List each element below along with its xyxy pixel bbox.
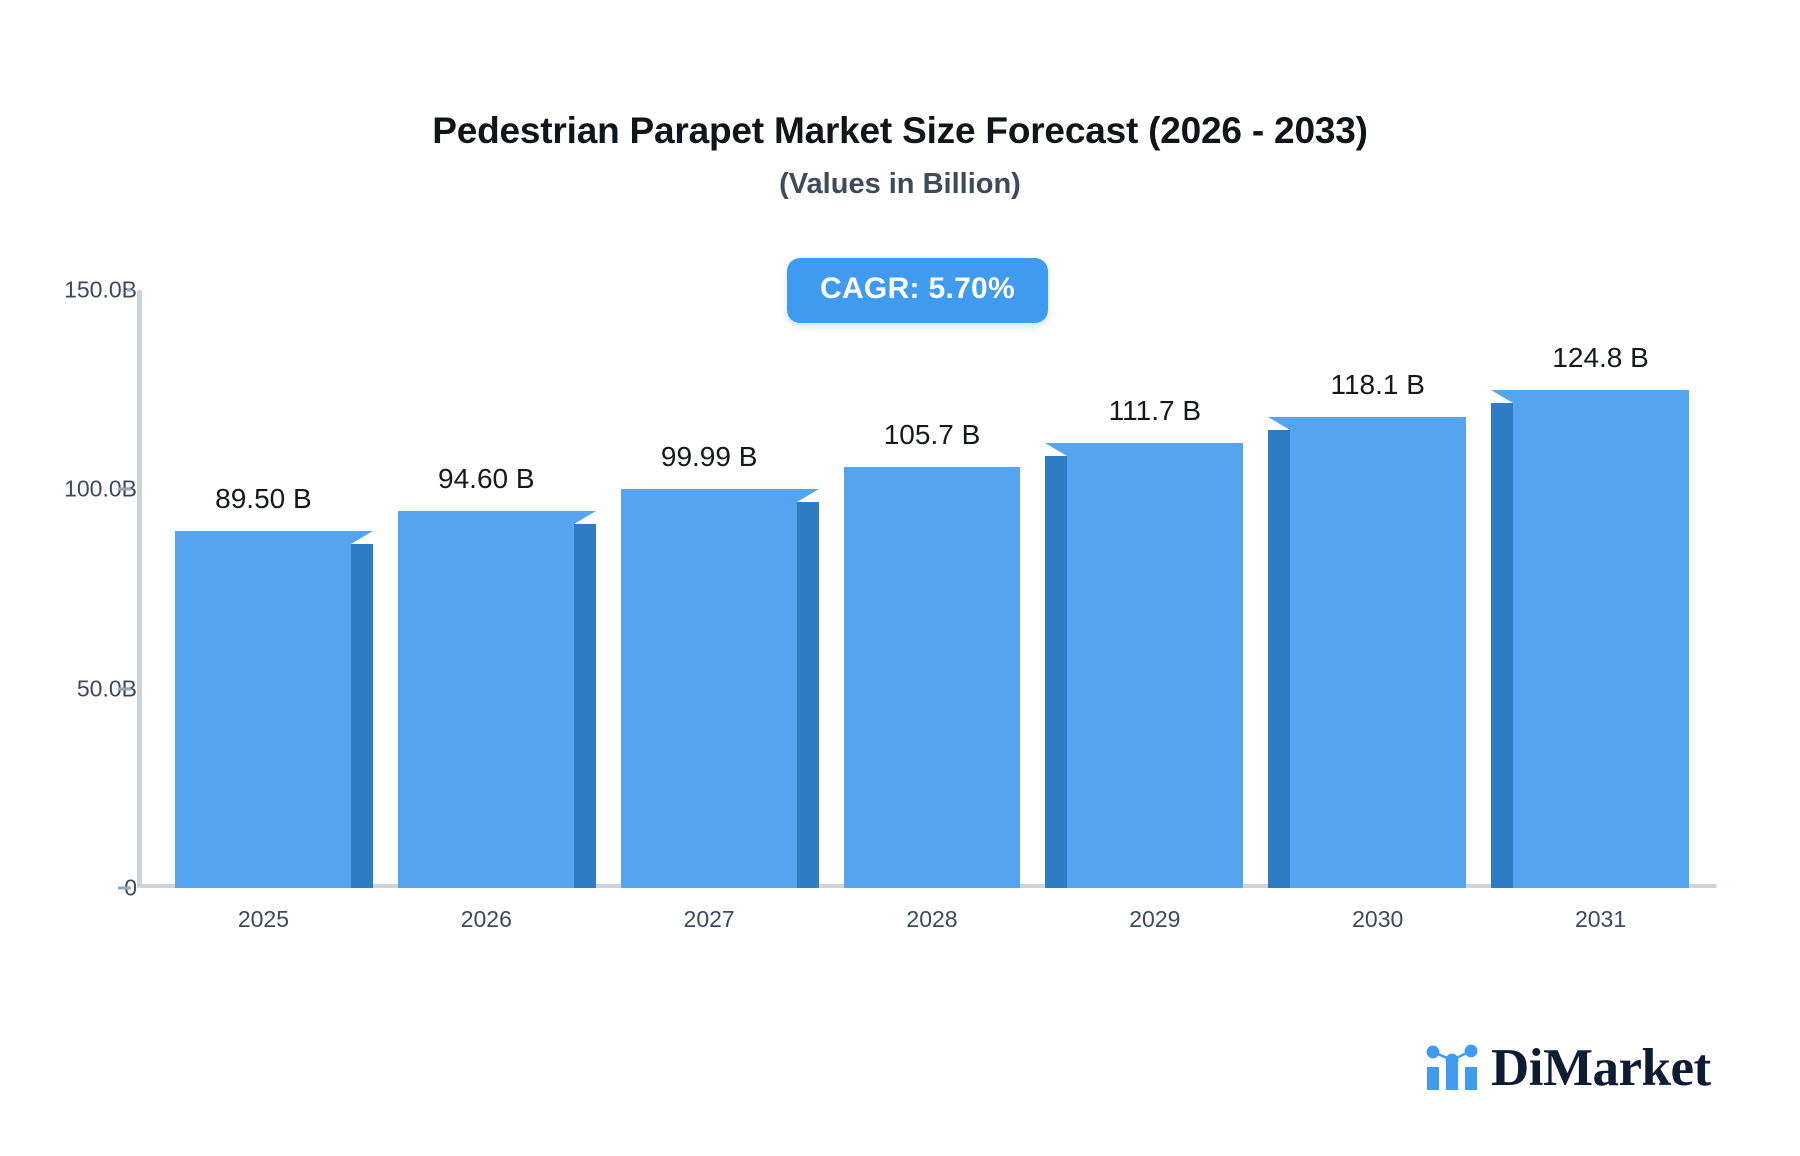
bar-side-face	[574, 523, 597, 888]
bar-value-label: 124.8 B	[1552, 342, 1649, 374]
bar-top-face	[1490, 390, 1513, 404]
y-axis-tick-mark	[127, 288, 131, 292]
bar-top-face	[1044, 442, 1067, 456]
bar-front-face	[621, 489, 798, 888]
bar-top-face	[351, 531, 374, 545]
bar-chart-logo-icon	[1424, 1040, 1480, 1097]
bar-front-face	[1512, 390, 1689, 888]
bar-front-face	[844, 466, 1020, 888]
x-axis-tick-label: 2031	[1574, 906, 1627, 932]
bar-top-face	[574, 510, 597, 524]
x-axis-tick-label: 2026	[460, 906, 512, 932]
bar[interactable]: 111.7 B	[1044, 373, 1243, 888]
bar-value-label: 99.99 B	[660, 441, 758, 473]
bar-value-label: 111.7 B	[1108, 394, 1202, 426]
brand-logo: DiMarket	[1424, 1040, 1711, 1097]
y-axis-tick-mark	[118, 487, 131, 491]
bar[interactable]: 89.50 B	[175, 461, 374, 888]
bar-front-face	[175, 531, 352, 888]
cagr-badge: CAGR: 5.70%	[787, 258, 1049, 323]
page-title: Pedestrian Parapet Market Size Forecast …	[432, 110, 1368, 151]
bar-front-face	[1066, 442, 1243, 888]
bar[interactable]: 105.7 B	[844, 397, 1020, 888]
bar[interactable]: 94.60 B	[398, 441, 597, 888]
bar-value-label: 89.50 B	[215, 483, 312, 515]
logo-text: DiMarket	[1491, 1039, 1711, 1097]
bar-value-label: 94.60 B	[438, 462, 535, 494]
x-axis-tick-label: 2028	[906, 906, 958, 932]
bar-value-label: 118.1 B	[1330, 369, 1425, 401]
x-axis-tick-label: 2027	[683, 906, 735, 932]
x-axis-tick-label: 2030	[1352, 906, 1404, 932]
bar-top-face	[797, 489, 820, 503]
y-axis-line	[137, 290, 142, 888]
y-axis-tick-mark	[118, 687, 131, 691]
bar-top-face	[1267, 417, 1290, 431]
bar-value-label: 105.7 B	[883, 418, 981, 450]
bar-front-face	[398, 510, 575, 888]
x-axis-tick-label: 2029	[1129, 906, 1181, 932]
bar[interactable]: 118.1 B	[1267, 347, 1466, 888]
bar-side-face	[1490, 403, 1513, 888]
bar-side-face	[1267, 430, 1290, 888]
bar-side-face	[1044, 455, 1067, 888]
y-axis-tick-label: 150.0B	[64, 276, 137, 303]
x-axis-tick-label: 2025	[237, 906, 290, 932]
y-axis-tick-mark	[118, 886, 131, 890]
bar[interactable]: 124.8 B	[1490, 320, 1689, 888]
bar-side-face	[797, 502, 820, 888]
bar[interactable]: 99.99 B	[621, 419, 820, 888]
bar-side-face	[351, 544, 374, 888]
chart-subtitle: (Values in Billion)	[779, 168, 1021, 200]
bar-front-face	[1289, 417, 1466, 888]
